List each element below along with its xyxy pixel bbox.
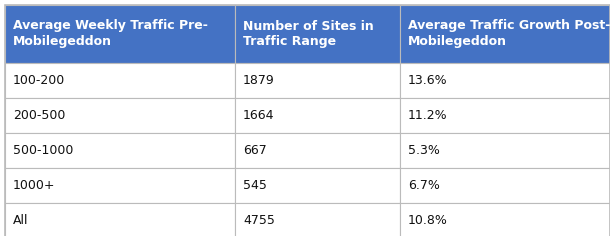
Text: Average Traffic Growth Post-
Mobilegeddon: Average Traffic Growth Post- Mobilegeddo… [408,20,610,49]
Bar [400,168,610,203]
Bar [5,203,235,236]
Text: 200-500: 200-500 [13,109,65,122]
Bar [5,133,235,168]
Bar [400,5,610,63]
Text: 100-200: 100-200 [13,74,65,87]
Text: 500-1000: 500-1000 [13,144,73,157]
Bar [400,98,610,133]
Bar [400,133,610,168]
Text: 667: 667 [243,144,267,157]
Text: 4755: 4755 [243,214,275,227]
Bar [400,5,610,63]
Bar [5,168,235,203]
Bar [235,133,400,168]
Bar [235,168,400,203]
Text: Average Weekly Traffic Pre-
Mobilegeddon: Average Weekly Traffic Pre- Mobilegeddon [13,20,208,49]
Text: 1664: 1664 [243,109,274,122]
Text: 6.7%: 6.7% [408,179,440,192]
Bar [235,5,400,63]
Bar [400,63,610,98]
Bar [235,203,400,236]
Text: 1879: 1879 [243,74,274,87]
Text: 11.2%: 11.2% [408,109,448,122]
Text: 5.3%: 5.3% [408,144,440,157]
Bar [5,5,235,63]
Bar [5,5,235,63]
Bar [5,63,235,98]
Text: 1000+: 1000+ [13,179,56,192]
Text: Number of Sites in
Traffic Range: Number of Sites in Traffic Range [243,20,374,49]
Bar [5,98,235,133]
Bar [235,5,400,63]
Text: 10.8%: 10.8% [408,214,448,227]
Text: All: All [13,214,29,227]
Text: 13.6%: 13.6% [408,74,448,87]
Text: 545: 545 [243,179,267,192]
Bar [235,98,400,133]
Bar [235,63,400,98]
Bar [400,203,610,236]
